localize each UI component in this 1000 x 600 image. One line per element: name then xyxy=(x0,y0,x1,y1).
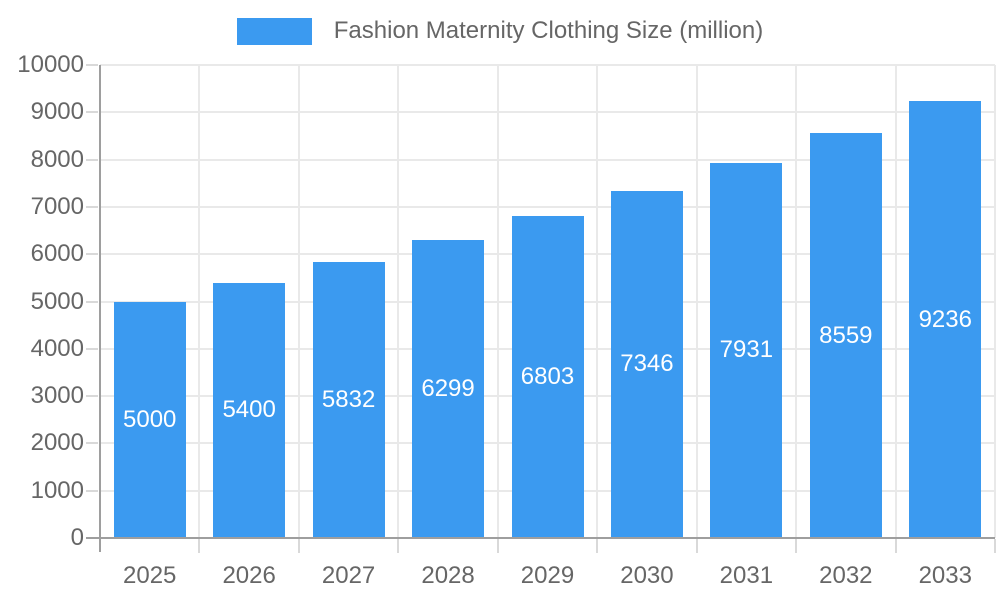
v-gridline xyxy=(397,65,400,538)
x-tick-mark xyxy=(397,539,400,553)
bar-2029[interactable]: 6803 xyxy=(511,216,584,538)
bar-2028[interactable]: 6299 xyxy=(412,240,485,538)
y-tick-mark xyxy=(86,395,98,398)
bar-2026[interactable]: 5400 xyxy=(213,282,286,538)
y-tick-label: 10000 xyxy=(17,51,84,78)
v-gridline xyxy=(297,65,300,538)
y-tick-label: 8000 xyxy=(30,145,84,173)
y-tick-label: 7000 xyxy=(30,192,84,220)
y-tick-mark xyxy=(86,253,98,256)
y-tick-mark xyxy=(86,205,98,208)
x-tick-mark xyxy=(894,539,897,553)
v-gridline xyxy=(695,65,698,538)
x-tick-mark xyxy=(297,539,300,553)
h-gridline xyxy=(100,111,995,114)
y-tick-mark xyxy=(86,300,98,303)
bar-value-label: 6803 xyxy=(520,363,575,391)
y-tick-label: 9000 xyxy=(30,98,84,126)
y-tick-mark xyxy=(86,489,98,492)
v-gridline xyxy=(496,65,499,538)
x-tick-mark xyxy=(198,539,201,553)
y-tick-mark xyxy=(86,111,98,114)
legend-label: Fashion Maternity Clothing Size (million… xyxy=(333,17,764,44)
bar-value-label: 5400 xyxy=(222,396,276,424)
x-tick-label: 2032 xyxy=(819,562,873,589)
bar-value-label: 9236 xyxy=(918,305,972,333)
x-tick-label: 2033 xyxy=(918,562,972,589)
y-tick-label: 6000 xyxy=(30,240,84,268)
bar-value-label: 7346 xyxy=(620,350,674,378)
h-gridline xyxy=(100,64,995,66)
bar-2030[interactable]: 7346 xyxy=(610,190,683,538)
bar-2027[interactable]: 5832 xyxy=(312,262,385,538)
bar-2025[interactable]: 5000 xyxy=(113,301,186,538)
y-tick-mark xyxy=(86,64,98,66)
plot-area: 5000 5400 5832 6299 6803 7346 7931 8559 9236 xyxy=(100,64,996,538)
x-tick-label: 2028 xyxy=(421,562,475,589)
x-tick-label: 2031 xyxy=(719,562,774,589)
x-tick-label: 2025 xyxy=(123,562,177,589)
x-tick-label: 2027 xyxy=(321,562,376,589)
bar-value-label: 6299 xyxy=(421,375,475,403)
v-gridline xyxy=(994,65,996,538)
y-tick-mark xyxy=(86,158,98,161)
v-gridline xyxy=(894,65,897,538)
y-tick-mark xyxy=(86,442,98,445)
bar-value-label: 8559 xyxy=(819,321,873,349)
v-gridline xyxy=(795,65,798,538)
v-gridline xyxy=(596,65,599,538)
y-tick-label: 4000 xyxy=(30,334,84,362)
bar-value-label: 7931 xyxy=(719,336,774,364)
y-tick-mark xyxy=(86,347,98,350)
bar-2031[interactable]: 7931 xyxy=(710,162,783,538)
legend-item[interactable]: Fashion Maternity Clothing Size (million… xyxy=(0,17,1000,45)
y-tick-label: 0 xyxy=(70,524,84,551)
x-tick-label: 2030 xyxy=(620,562,674,589)
y-tick-label: 5000 xyxy=(30,287,84,315)
x-tick-label: 2026 xyxy=(222,562,276,589)
legend-swatch xyxy=(236,17,312,45)
v-gridline xyxy=(198,65,201,538)
x-tick-label: 2029 xyxy=(520,562,575,589)
x-tick-mark xyxy=(496,539,499,553)
y-tick-label: 2000 xyxy=(30,429,84,457)
x-tick-mark xyxy=(994,539,996,553)
x-tick-mark xyxy=(695,539,698,553)
bar-2033[interactable]: 9236 xyxy=(909,101,982,538)
x-tick-mark xyxy=(795,539,798,553)
bar-value-label: 5832 xyxy=(321,386,376,414)
y-tick-label: 3000 xyxy=(30,382,84,410)
bar-2032[interactable]: 8559 xyxy=(809,133,882,538)
x-tick-mark xyxy=(596,539,599,553)
y-tick-label: 1000 xyxy=(30,476,84,504)
bar-value-label: 5000 xyxy=(123,405,177,433)
